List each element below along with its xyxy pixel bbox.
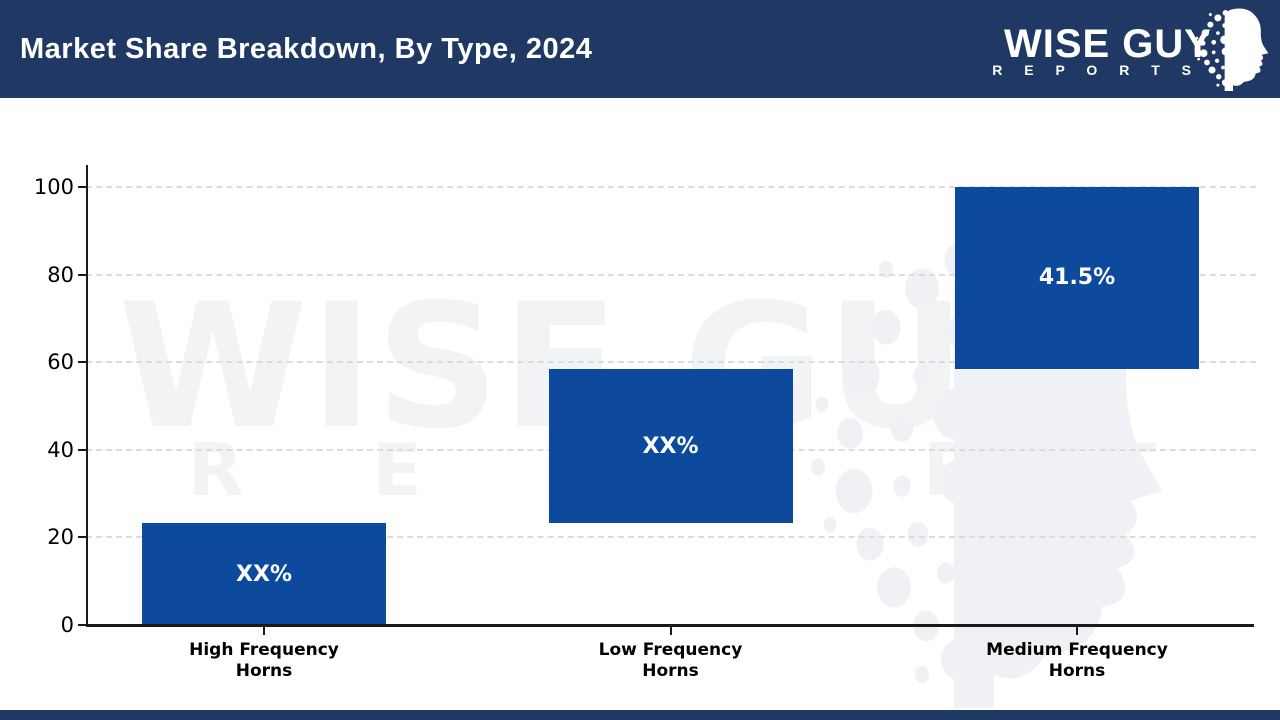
logo-subtext: R E P O R T S [992,62,1200,78]
header-bar: Market Share Breakdown, By Type, 2024 WI… [0,0,1280,98]
logo-head-icon [1186,6,1270,92]
logo-wordmark: WISE GUY [1003,22,1212,66]
y-tick-label-60: 60 [47,350,74,375]
category-label-1: Low Frequency Horns [598,640,743,681]
y-tick-20 [78,536,86,539]
category-label-2: Medium Frequency Horns [986,640,1168,681]
bar-2: 41.5% [955,187,1199,369]
bar-1: XX% [548,368,793,524]
gridline-20 [86,536,1256,539]
gridline-100 [86,186,1256,188]
bar-value-label-2: 41.5% [1038,265,1116,291]
y-tick-label-40: 40 [47,437,74,462]
x-tick-2 [1076,627,1078,635]
y-tick-label-20: 20 [47,525,74,550]
x-tick-1 [669,627,672,635]
y-tick-80 [78,273,86,276]
x-axis [86,624,1254,627]
y-tick-label-80: 80 [47,262,74,287]
bar-0: XX% [142,523,386,625]
wise-guy-reports-logo: WISE GUY R E P O R T S [992,0,1270,98]
gridline-80 [86,273,1256,276]
y-tick-100 [78,186,86,188]
y-tick-label-0: 0 [60,613,74,637]
gridline-60 [86,361,1256,364]
chart-area: WISE GUY R E P O R T S 020406080100XX%Hi… [0,98,1280,710]
y-tick-label-100: 100 [33,175,74,199]
page-title: Market Share Breakdown, By Type, 2024 [20,32,593,65]
x-tick-0 [263,627,265,635]
footer-bar [0,710,1280,720]
bar-value-label-1: XX% [642,433,699,459]
y-tick-60 [78,361,86,364]
y-tick-0 [78,624,86,626]
y-tick-40 [78,448,86,451]
category-label-0: High Frequency Horns [189,640,339,681]
y-axis [86,165,88,627]
bar-value-label-0: XX% [236,561,292,587]
